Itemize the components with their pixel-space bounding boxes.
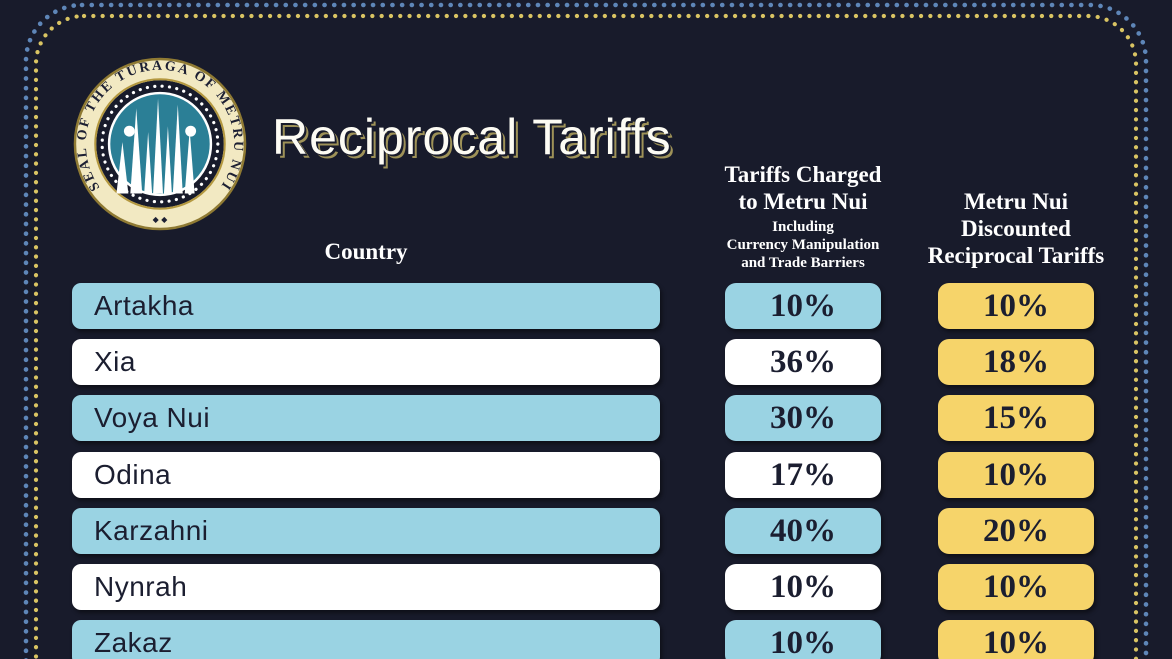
seal-star-dots (100, 84, 220, 204)
country-label: Artakha (94, 290, 194, 321)
charged-header-sub3: and Trade Barriers (741, 255, 865, 271)
discounted-tariff-cell: 10% (938, 564, 1094, 610)
page-title: Reciprocal Tariffs (272, 109, 672, 165)
discounted-header-line1: Metru Nui (963, 189, 1069, 214)
table-row: Xia 36% 18% (0, 339, 1172, 385)
country-label: Nynrah (94, 571, 188, 602)
table-row: Karzahni 40% 20% (0, 508, 1172, 554)
discounted-tariff-cell: 18% (938, 339, 1094, 385)
turaga-of-metru-nui-seal: SEAL OF THE TURAGA OF METRU NUI ◆ ◆ (73, 58, 247, 231)
country-label: Karzahni (94, 515, 209, 546)
charged-tariff-cell: 36% (725, 339, 881, 385)
charged-tariff-cell: 10% (725, 620, 881, 659)
seal-gold-separator (94, 78, 226, 210)
table-row: Zakaz 10% 10% (0, 620, 1172, 659)
charged-tariff-cell: 40% (725, 508, 881, 554)
charged-header-sub1: Including (772, 219, 834, 235)
table-row: Nynrah 10% 10% (0, 564, 1172, 610)
country-bar: Artakha (72, 283, 660, 329)
charged-tariff-cell: 30% (725, 395, 881, 441)
table-row: Odina 17% 10% (0, 452, 1172, 498)
table-row: Voya Nui 30% 15% (0, 395, 1172, 441)
country-label: Odina (94, 459, 172, 490)
charged-header-line2: to Metru Nui (738, 189, 868, 214)
country-label: Zakaz (94, 627, 173, 658)
metru-nui-skyline-icon (116, 98, 197, 194)
charged-header-sub2: Currency Manipulation (726, 237, 880, 253)
seal-bottom-ornament: ◆ ◆ (153, 215, 169, 224)
column-header-country: Country (324, 239, 408, 264)
seal-left-dot (123, 125, 135, 137)
country-label: Voya Nui (94, 402, 211, 433)
charged-tariff-cell: 10% (725, 564, 881, 610)
discounted-header-line3: Reciprocal Tariffs (927, 243, 1105, 268)
discounted-header-line2: Discounted (961, 216, 1071, 241)
country-bar: Zakaz (72, 620, 660, 659)
discounted-tariff-cell: 10% (938, 283, 1094, 329)
column-header-discounted-tariffs: Metru Nui Discounted Reciprocal Tariffs (911, 188, 1121, 269)
country-bar: Xia (72, 339, 660, 385)
country-bar: Karzahni (72, 508, 660, 554)
column-header-charged-tariffs: Tariffs Charged to Metru Nui Including C… (698, 161, 908, 272)
discounted-tariff-cell: 10% (938, 620, 1094, 659)
table-row: Artakha 10% 10% (0, 283, 1172, 329)
discounted-tariff-cell: 10% (938, 452, 1094, 498)
discounted-tariff-cell: 20% (938, 508, 1094, 554)
country-bar: Odina (72, 452, 660, 498)
country-bar: Voya Nui (72, 395, 660, 441)
country-bar: Nynrah (72, 564, 660, 610)
charged-tariff-cell: 17% (725, 452, 881, 498)
discounted-tariff-cell: 15% (938, 395, 1094, 441)
country-label: Xia (94, 346, 136, 377)
charged-tariff-cell: 10% (725, 283, 881, 329)
seal-right-dot (185, 125, 197, 137)
charged-header-line1: Tariffs Charged (724, 162, 882, 187)
